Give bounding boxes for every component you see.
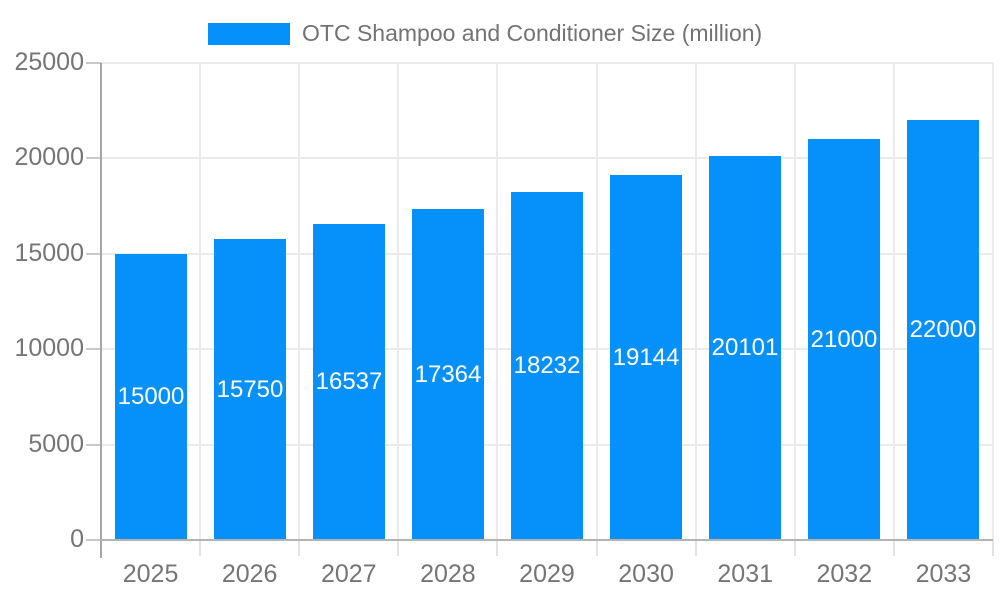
bar-2031[interactable]: 20101 [709,156,781,540]
gridline-x [892,63,895,540]
x-tick-mark [199,540,202,556]
y-tick-label: 5000 [28,429,84,458]
y-tick-label: 25000 [14,48,84,76]
y-tick-mark [86,348,101,351]
bar-value-label: 19144 [612,343,680,371]
gridline-x [793,63,796,540]
x-tick-mark [298,540,301,556]
gridline-x [694,63,697,540]
y-tick-label: 0 [70,525,84,553]
bar-2028[interactable]: 17364 [412,209,484,540]
chart-legend[interactable]: OTC Shampoo and Conditioner Size (millio… [208,20,762,47]
y-tick-mark [86,443,101,446]
gridline-x [298,63,301,540]
bar-value-label: 15750 [216,375,284,403]
x-tick-mark [793,540,796,556]
bar-value-label: 22000 [909,316,977,343]
x-tick-label-2027: 2027 [320,560,377,588]
bar-2030[interactable]: 19144 [610,175,682,540]
x-tick-mark [892,540,895,556]
x-tick-label-2033: 2033 [915,560,972,588]
bar-2027[interactable]: 16537 [313,224,385,540]
x-tick-label-2030: 2030 [618,560,674,588]
bar-value-label: 18232 [513,352,581,379]
y-axis-line [100,63,102,558]
bar-2026[interactable]: 15750 [214,239,286,540]
y-tick-mark [86,539,101,541]
y-tick-mark [86,252,101,255]
x-tick-mark [397,540,400,556]
x-tick-mark [992,540,994,556]
x-tick-mark [496,540,499,556]
gridline-x [992,63,994,540]
y-tick-mark [86,62,101,64]
x-tick-label-2025: 2025 [122,560,179,588]
bar-value-label: 20101 [711,334,779,361]
y-tick-mark [86,157,101,160]
x-tick-label-2028: 2028 [420,560,476,588]
y-tick-label: 10000 [14,334,84,363]
x-tick-label-2032: 2032 [816,560,873,588]
y-tick-label: 20000 [14,143,84,172]
gridline-y-25000 [101,62,993,64]
bar-2025[interactable]: 15000 [115,254,187,540]
bar-2029[interactable]: 18232 [511,192,583,540]
x-tick-mark [694,540,697,556]
x-tick-label-2026: 2026 [221,560,278,588]
legend-label: OTC Shampoo and Conditioner Size (millio… [302,20,763,46]
bar-value-label: 21000 [810,325,878,353]
x-tick-label-2029: 2029 [519,560,575,588]
x-tick-mark [595,540,598,556]
legend-swatch [208,22,290,45]
bar-value-label: 16537 [315,368,383,395]
bar-2033[interactable]: 22000 [907,120,979,540]
gridline-x [199,63,202,540]
bar-value-label: 15000 [117,383,185,410]
gridline-x [496,63,499,540]
plot-area: 15000 15750 16537 17364 18232 19144 20101 21000… [101,62,994,540]
gridline-x [595,63,598,540]
x-tick-label-2031: 2031 [717,560,774,588]
x-axis-baseline [101,539,993,541]
y-tick-label: 15000 [14,238,84,267]
bar-2032[interactable]: 21000 [808,139,880,540]
gridline-y-20000 [101,157,993,160]
gridline-x [397,63,400,540]
bar-value-label: 17364 [414,360,482,388]
